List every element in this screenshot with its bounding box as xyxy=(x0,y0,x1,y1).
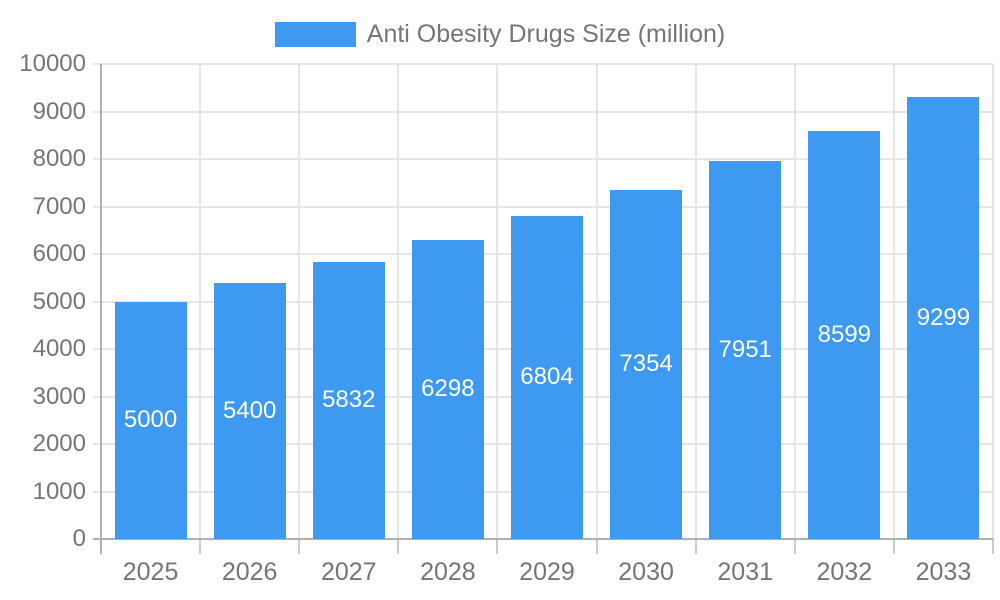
bar-2028[interactable]: 6298 xyxy=(411,239,484,539)
bar-2030[interactable]: 7354 xyxy=(610,189,683,539)
y-axis-label: 9000 xyxy=(32,97,86,125)
bar-value-label: 9299 xyxy=(916,304,971,332)
bar-value-label: 5832 xyxy=(322,386,376,414)
y-axis-label: 0 xyxy=(72,525,86,552)
gridline-vertical xyxy=(397,64,400,539)
bar-value-label: 5400 xyxy=(222,396,277,424)
bar-value-label: 7951 xyxy=(718,336,772,364)
bar-2033[interactable]: 9299 xyxy=(907,97,980,539)
bar-2026[interactable]: 5400 xyxy=(213,282,286,539)
y-axis-tick xyxy=(93,300,101,303)
x-axis-label: 2032 xyxy=(816,558,873,586)
x-axis-label: 2033 xyxy=(915,558,972,586)
gridline-vertical xyxy=(992,64,994,539)
gridline-vertical xyxy=(298,64,301,539)
gridline-vertical xyxy=(694,64,697,539)
y-axis-tick xyxy=(93,205,101,208)
bar-value-label: 6804 xyxy=(520,363,574,391)
x-axis-line xyxy=(93,538,993,540)
y-axis-label: 8000 xyxy=(32,145,86,172)
gridline-vertical xyxy=(892,64,895,539)
bar-2027[interactable]: 5832 xyxy=(312,261,385,539)
x-axis-tick xyxy=(793,539,796,554)
y-axis-line xyxy=(100,64,102,554)
gridline-vertical xyxy=(793,64,796,539)
x-axis-label: 2030 xyxy=(618,558,674,586)
x-axis-tick xyxy=(397,539,400,554)
gridline-horizontal xyxy=(101,63,993,65)
x-axis-label: 2031 xyxy=(717,558,774,586)
y-axis-label: 10000 xyxy=(19,50,86,77)
x-axis-label: 2027 xyxy=(320,558,377,586)
y-axis-label: 2000 xyxy=(32,430,86,457)
legend-label: Anti Obesity Drugs Size (million) xyxy=(366,20,726,48)
gridline-horizontal xyxy=(101,158,993,160)
y-axis-tick xyxy=(93,253,101,255)
y-axis-label: 6000 xyxy=(32,240,86,267)
gridline-vertical xyxy=(496,64,499,539)
legend[interactable]: Anti Obesity Drugs Size (million) xyxy=(0,20,1000,49)
x-axis-tick xyxy=(199,539,202,554)
y-axis-tick xyxy=(93,158,101,160)
x-axis-tick xyxy=(298,539,301,554)
y-axis-label: 1000 xyxy=(32,477,86,505)
x-axis-tick xyxy=(595,539,598,554)
y-axis-tick xyxy=(93,63,101,65)
x-axis-label: 2025 xyxy=(122,558,179,586)
x-axis-label: 2028 xyxy=(420,558,476,586)
x-axis-tick xyxy=(496,539,499,554)
bar-2031[interactable]: 7951 xyxy=(709,161,782,539)
gridline-vertical xyxy=(199,64,202,539)
x-axis-tick xyxy=(992,539,994,554)
bar-2032[interactable]: 8599 xyxy=(808,130,881,539)
bar-value-label: 5000 xyxy=(123,406,178,434)
bar-2025[interactable]: 5000 xyxy=(114,301,187,539)
bar-value-label: 7354 xyxy=(619,350,673,378)
x-axis-tick xyxy=(892,539,895,554)
y-axis-tick xyxy=(93,490,101,493)
y-axis-tick xyxy=(93,395,101,398)
bar-value-label: 8599 xyxy=(817,320,872,348)
bar-2029[interactable]: 6804 xyxy=(511,215,583,539)
bar-value-label: 6298 xyxy=(421,375,475,403)
x-axis-label: 2026 xyxy=(221,558,278,586)
y-axis-tick xyxy=(93,443,101,445)
y-axis-label: 5000 xyxy=(32,287,86,315)
y-axis-tick xyxy=(93,110,101,113)
y-axis-label: 3000 xyxy=(32,382,86,410)
gridline-vertical xyxy=(595,64,598,539)
x-axis-tick xyxy=(694,539,697,554)
gridline-horizontal xyxy=(101,205,993,208)
y-axis-tick xyxy=(93,348,101,350)
gridline-horizontal xyxy=(101,110,993,113)
legend-swatch[interactable] xyxy=(274,22,356,47)
y-axis-label: 7000 xyxy=(32,192,86,220)
y-axis-label: 4000 xyxy=(32,335,86,362)
x-axis-label: 2029 xyxy=(519,558,575,586)
